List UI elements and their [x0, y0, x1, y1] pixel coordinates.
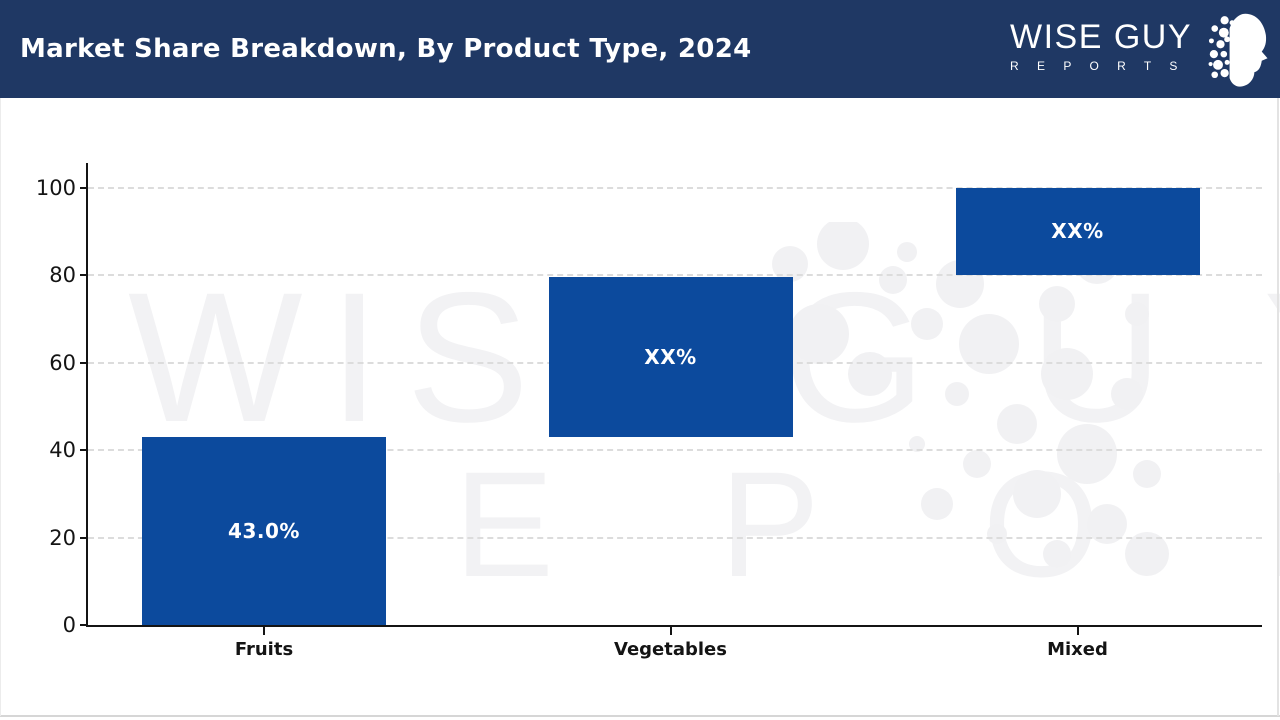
x-tick-label-mixed: Mixed: [1047, 639, 1108, 660]
bar-vegetables: XX%: [548, 277, 793, 437]
watermark-dots-icon: [765, 222, 1169, 576]
bar-fruits: 43.0%: [142, 436, 386, 625]
x-tick-label-vegetables: Vegetables: [614, 639, 727, 660]
gridline-y20: [88, 536, 1262, 539]
bar-mixed: XX%: [955, 187, 1200, 275]
brand-logo-name: WISE GUY: [1010, 18, 1193, 56]
x-tick-mark: [263, 627, 265, 635]
bottom-border-line: [0, 715, 1280, 717]
y-tick-label: 20: [49, 525, 76, 550]
right-border-line: [1277, 98, 1279, 716]
y-tick-mark: [80, 624, 88, 626]
y-tick-mark: [80, 361, 88, 364]
y-tick-mark: [80, 449, 88, 451]
y-tick-mark: [80, 186, 88, 189]
x-tick-label-fruits: Fruits: [234, 639, 294, 660]
y-axis-line: [86, 163, 88, 627]
header-bar: Market Share Breakdown, By Product Type,…: [0, 0, 1280, 98]
brand-logo: WISE GUY R E P O R T S: [1010, 8, 1270, 92]
face-profile-icon: [1208, 13, 1268, 87]
y-tick-label: 100: [35, 175, 76, 200]
y-tick-label: 0: [62, 613, 76, 637]
y-tick-label: 80: [49, 263, 76, 287]
gridline-y40: [88, 449, 1262, 451]
bar-value-label: XX%: [644, 345, 697, 370]
bar-value-label: XX%: [1051, 219, 1104, 244]
brand-logo-subtext: R E P O R T S: [1010, 59, 1185, 73]
x-axis-line: [86, 625, 1262, 627]
y-tick-label: 60: [49, 350, 76, 375]
gridline-y80: [88, 274, 1262, 276]
brand-logo-text: WISE GUY R E P O R T S: [1010, 18, 1192, 73]
y-tick-label: 40: [49, 438, 76, 462]
left-border-line: [0, 98, 1, 716]
x-tick-mark: [669, 627, 672, 635]
x-tick-mark: [1076, 627, 1079, 635]
gridline-y100: [88, 186, 1262, 189]
y-tick-mark: [80, 536, 88, 539]
bar-value-label: 43.0%: [228, 518, 300, 543]
page-title: Market Share Breakdown, By Product Type,…: [20, 34, 752, 64]
y-tick-mark: [80, 274, 88, 276]
